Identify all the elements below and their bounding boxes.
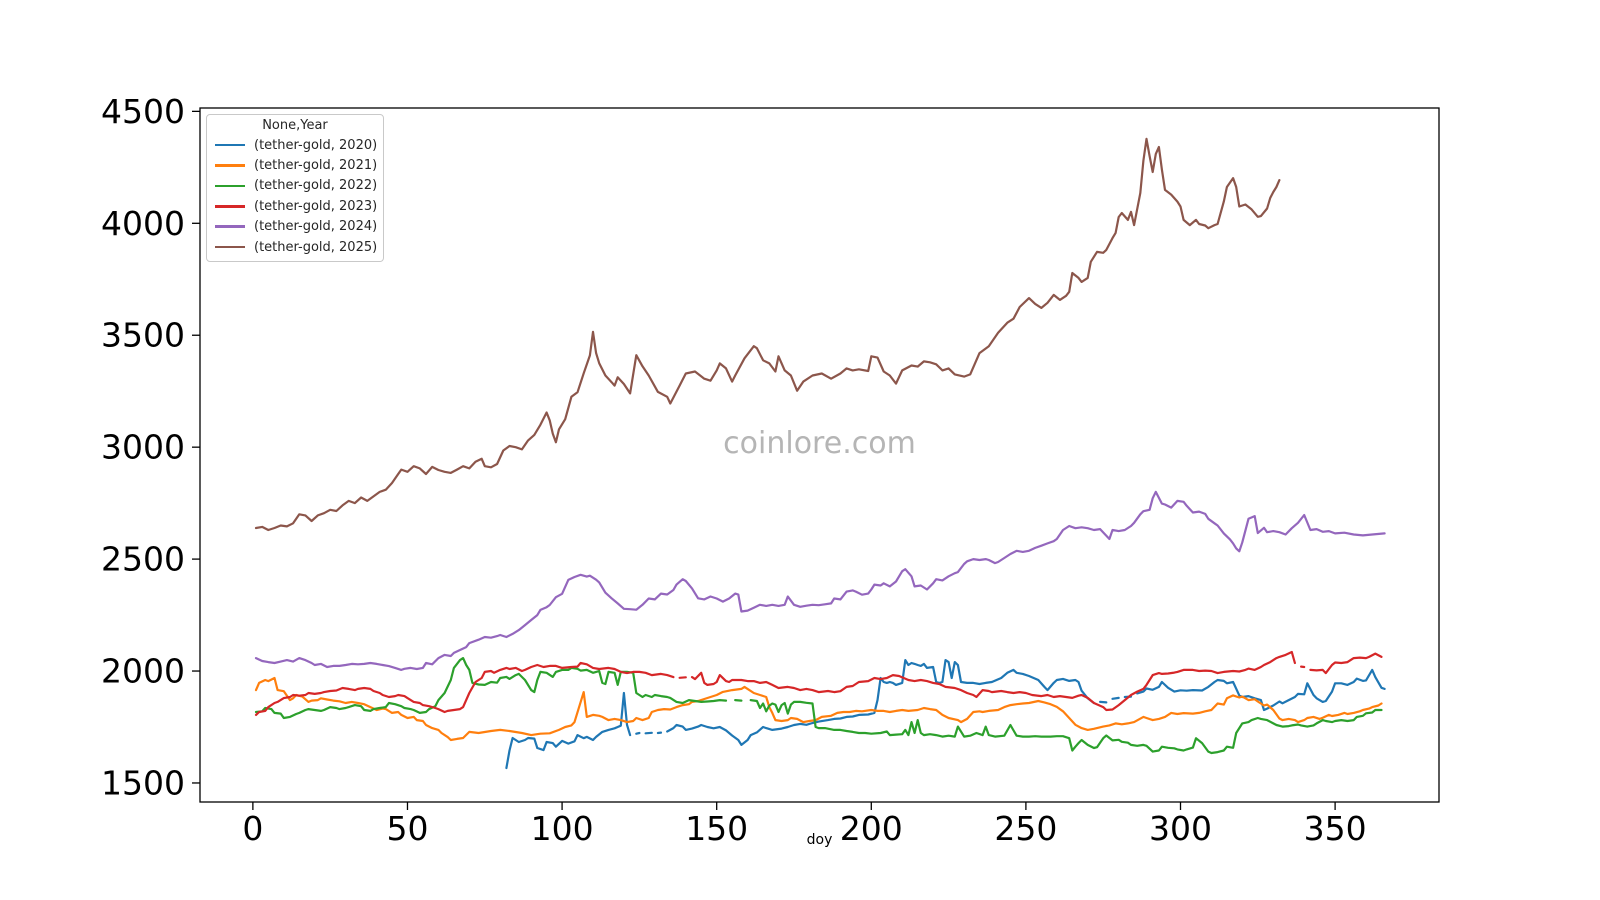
legend-label-2021: (tether-gold, 2021): [254, 158, 378, 174]
series-line-2020: [644, 731, 653, 735]
x-tick-label: 100: [531, 809, 594, 848]
series-line-2023: [254, 661, 675, 716]
legend-line-swatch-2020: [215, 143, 245, 147]
legend-line-swatch-2023: [215, 205, 245, 208]
x-tick-label: 50: [386, 809, 428, 848]
legend-title: None,Year: [262, 118, 328, 133]
legend: None,Year (tether-gold, 2020) (tether-gol…: [206, 114, 384, 263]
y-tick-label: 3000: [101, 428, 185, 467]
y-tick-label: 3500: [101, 316, 185, 355]
series-line-2021: [254, 676, 1383, 742]
legend-entries: (tether-gold, 2020) (tether-gold, 2021) (t…: [207, 135, 383, 257]
legend-item-2025: (tether-gold, 2025): [207, 237, 383, 257]
x-axis-label: doy: [806, 832, 833, 848]
series-line-2020: [666, 659, 1095, 746]
axes-frame: [199, 107, 1440, 803]
legend-item-2022: (tether-gold, 2022): [207, 176, 383, 196]
series-line-2020: [1111, 696, 1120, 700]
series-line-2022: [254, 657, 728, 720]
legend-label-2020: (tether-gold, 2020): [254, 137, 378, 153]
legend-label-2024: (tether-gold, 2024): [254, 219, 378, 235]
legend-label-2023: (tether-gold, 2023): [254, 198, 378, 214]
series-line-2023: [690, 650, 1296, 712]
legend-label-2025: (tether-gold, 2025): [254, 239, 378, 255]
y-tick-label: 2500: [101, 540, 185, 579]
series-line-2022: [749, 699, 1383, 755]
x-tick-label: 350: [1304, 809, 1367, 848]
series-line-2020: [505, 691, 632, 770]
series-line-2020: [1099, 700, 1108, 704]
legend-line-swatch-2024: [215, 225, 245, 229]
series-line-2023: [1309, 652, 1383, 675]
series-line-2024: [254, 490, 1386, 671]
legend-item-2020: (tether-gold, 2020): [207, 135, 383, 155]
legend-line-swatch-2025: [215, 245, 245, 249]
y-tick-label: 2000: [101, 652, 185, 691]
series-line-2020: [635, 731, 641, 735]
legend-item-2024: (tether-gold, 2024): [207, 217, 383, 237]
x-tick-label: 200: [840, 809, 903, 848]
watermark: coinlore.com: [723, 426, 916, 461]
x-tick-label: 150: [685, 809, 748, 848]
legend-line-swatch-2021: [215, 164, 245, 167]
y-tick-label: 4500: [101, 92, 185, 131]
series-line-2022: [734, 699, 743, 702]
series-line-2025: [254, 137, 1281, 532]
y-tick-label: 4000: [101, 204, 185, 243]
x-tick-label: 0: [242, 809, 263, 848]
legend-item-2021: (tether-gold, 2021): [207, 155, 383, 175]
x-tick-label: 250: [994, 809, 1057, 848]
legend-label-2022: (tether-gold, 2022): [254, 178, 378, 194]
y-tick-label: 1500: [101, 763, 185, 802]
x-tick-label: 300: [1149, 809, 1212, 848]
legend-item-2023: (tether-gold, 2023): [207, 196, 383, 216]
legend-line-swatch-2022: [215, 184, 245, 188]
series-line-2023: [678, 676, 687, 679]
series-line-2020: [1136, 668, 1386, 712]
